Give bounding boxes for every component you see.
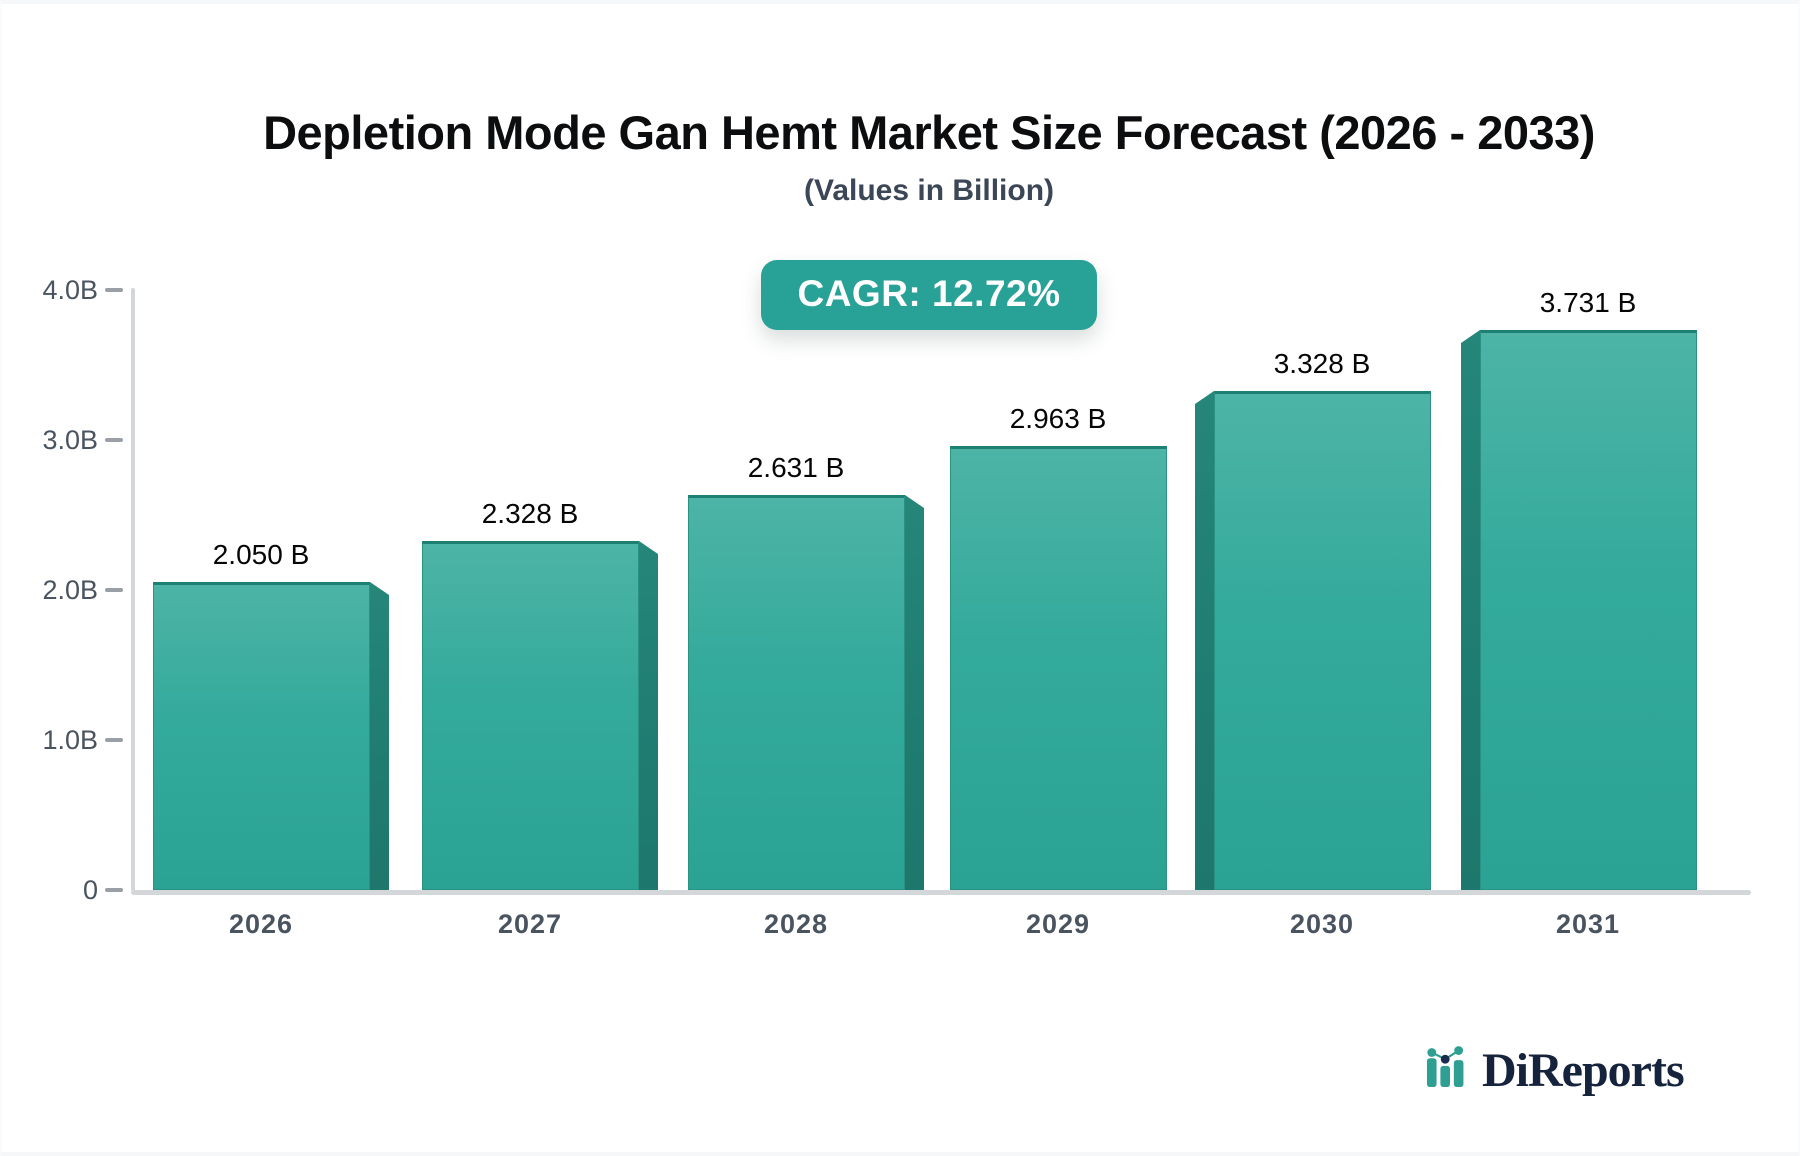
bar[interactable]: [422, 541, 639, 890]
y-tick-label: 3.0B: [42, 425, 98, 455]
x-axis-label: 2029: [1025, 909, 1091, 939]
plot-area: 0 1.0B 2.0B 3.0B 4.0B 2.050 B 2026 2.328 B 2027 2…: [2, 4, 1798, 1152]
bar-3d-side: [905, 495, 924, 890]
bar[interactable]: [1480, 330, 1697, 890]
x-axis-label: 2028: [763, 909, 829, 939]
chart-title: Depletion Mode Gan Hemt Market Size Fore…: [263, 106, 1595, 159]
bar-3d-side: [370, 582, 389, 890]
bar[interactable]: [688, 495, 905, 890]
bar-3d-side: [639, 541, 658, 890]
y-tick-mark: [105, 438, 123, 442]
y-tick-mark: [105, 738, 123, 742]
brand-logo-text: DiReports: [1482, 1044, 1685, 1097]
cagr-badge: CAGR: 12.72%: [761, 260, 1097, 330]
bar-value-label: 2.631 B: [747, 452, 845, 483]
bar-chart-trend-icon: [1426, 1040, 1474, 1093]
bar-value-label: 2.050 B: [212, 539, 310, 570]
y-tick-mark: [105, 588, 123, 592]
y-axis-line: [131, 288, 135, 891]
brand-logo: DiReports: [1426, 1040, 1685, 1097]
bar-3d-side: [1461, 330, 1480, 890]
y-tick-label: 0: [82, 875, 98, 905]
y-tick-label: 1.0B: [42, 725, 98, 755]
x-axis-label: 2030: [1289, 909, 1355, 939]
y-tick-label: 4.0B: [42, 275, 98, 305]
bar-value-label: 3.731 B: [1539, 287, 1637, 318]
y-tick-mark: [105, 288, 123, 292]
x-axis-label: 2026: [228, 909, 294, 939]
bar-3d-side: [1195, 391, 1214, 890]
y-tick-label: 2.0B: [42, 575, 98, 605]
x-axis-label: 2031: [1555, 909, 1621, 939]
bar[interactable]: [950, 446, 1167, 890]
y-tick-mark: [105, 888, 123, 892]
x-axis-label: 2027: [497, 909, 563, 939]
cagr-badge-wrap: CAGR: 12.72%: [56, 260, 1798, 330]
bar[interactable]: [1214, 391, 1431, 890]
bar[interactable]: [153, 582, 370, 890]
x-axis-line: [131, 890, 1751, 895]
bar-value-label: 3.328 B: [1273, 348, 1371, 379]
bar-value-label: 2.328 B: [481, 498, 579, 529]
bar-value-label: 2.963 B: [1009, 403, 1107, 434]
chart-subtitle: (Values in Billion): [803, 174, 1055, 207]
